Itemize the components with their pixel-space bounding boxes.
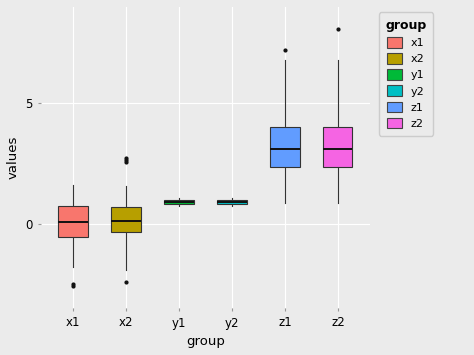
Bar — [164, 200, 193, 204]
Bar — [111, 207, 141, 232]
Bar — [218, 200, 246, 204]
Legend: x1, x2, y1, y2, z1, z2: x1, x2, y1, y2, z1, z2 — [379, 12, 433, 136]
Bar — [58, 206, 88, 237]
Bar — [323, 127, 353, 167]
Bar — [270, 127, 300, 167]
X-axis label: group: group — [186, 335, 225, 348]
Y-axis label: values: values — [7, 136, 20, 179]
